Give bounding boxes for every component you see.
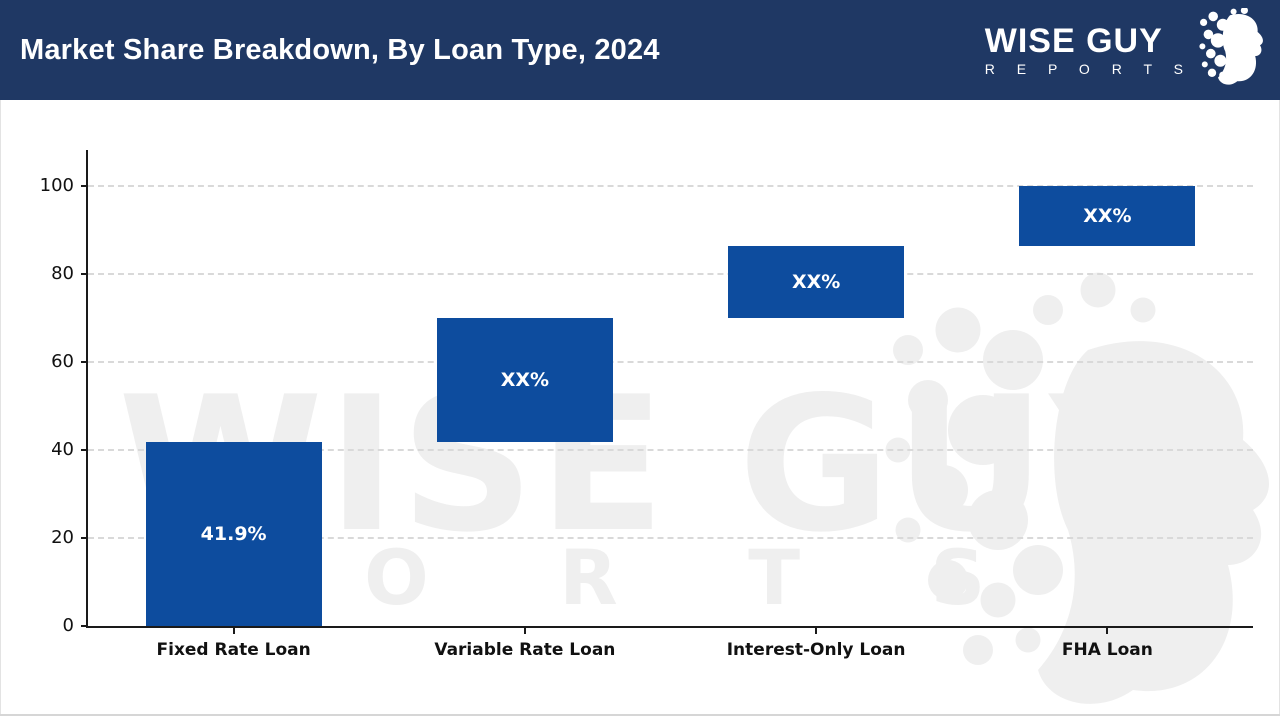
bar-value-label: XX%: [500, 368, 550, 391]
brand-logo: WISE GUY R E P O R T S: [985, 8, 1266, 92]
y-tick-label: 20: [51, 527, 74, 548]
x-tick-mark: [815, 627, 818, 634]
y-tick-label: 60: [51, 351, 74, 372]
watermark-head-icon: [885, 272, 1270, 704]
x-tick-mark: [523, 627, 526, 634]
x-tick-mark: [232, 627, 235, 634]
x-tick-mark: [1106, 627, 1109, 634]
x-category-label: Fixed Rate Loan: [156, 640, 311, 660]
brand-name: WISE GUY: [984, 21, 1163, 60]
y-tick-mark: [81, 273, 88, 275]
bar-value-label: XX%: [1083, 205, 1132, 228]
y-gridline: [88, 449, 1253, 451]
x-category-label: Variable Rate Loan: [434, 640, 616, 660]
y-tick-label: 0: [62, 615, 74, 636]
brand-subtitle: R E P O R T S: [984, 60, 1192, 77]
y-axis-spine: [86, 150, 88, 628]
y-tick-label: 100: [39, 175, 74, 196]
bar-3: XX%: [728, 246, 905, 318]
bar-value-label: 41.9%: [200, 522, 267, 545]
y-tick-mark: [81, 537, 88, 539]
y-gridline: [88, 537, 1253, 539]
x-category-label: FHA Loan: [1061, 640, 1153, 660]
y-gridline: [88, 185, 1253, 187]
bar-4: XX%: [1019, 186, 1196, 247]
y-tick-label: 40: [51, 439, 74, 460]
bar-2: XX%: [436, 318, 613, 442]
bar-value-label: XX%: [791, 271, 841, 294]
bar-1: 41.9%: [145, 441, 322, 626]
x-axis-spine: [86, 626, 1253, 628]
y-tick-mark: [81, 361, 88, 363]
page-title: Market Share Breakdown, By Loan Type, 20…: [20, 33, 660, 66]
y-tick-mark: [81, 185, 88, 187]
page-border-left: [0, 100, 1, 715]
y-tick-mark: [81, 449, 88, 451]
x-category-label: Interest-Only Loan: [726, 640, 906, 660]
y-gridline: [88, 361, 1253, 363]
chart-area: WISE GUY P O R T S 0 20 40 60 80 100 41.9% Fixe…: [0, 100, 1280, 720]
y-tick-label: 80: [51, 263, 74, 284]
brand-text: WISE GUY R E P O R T S: [985, 24, 1192, 77]
header: Market Share Breakdown, By Loan Type, 20…: [0, 0, 1280, 100]
y-gridline: [88, 273, 1253, 275]
brand-head-icon: [1199, 8, 1263, 85]
y-tick-mark: [81, 625, 88, 627]
page-border-bottom: [0, 714, 1280, 716]
